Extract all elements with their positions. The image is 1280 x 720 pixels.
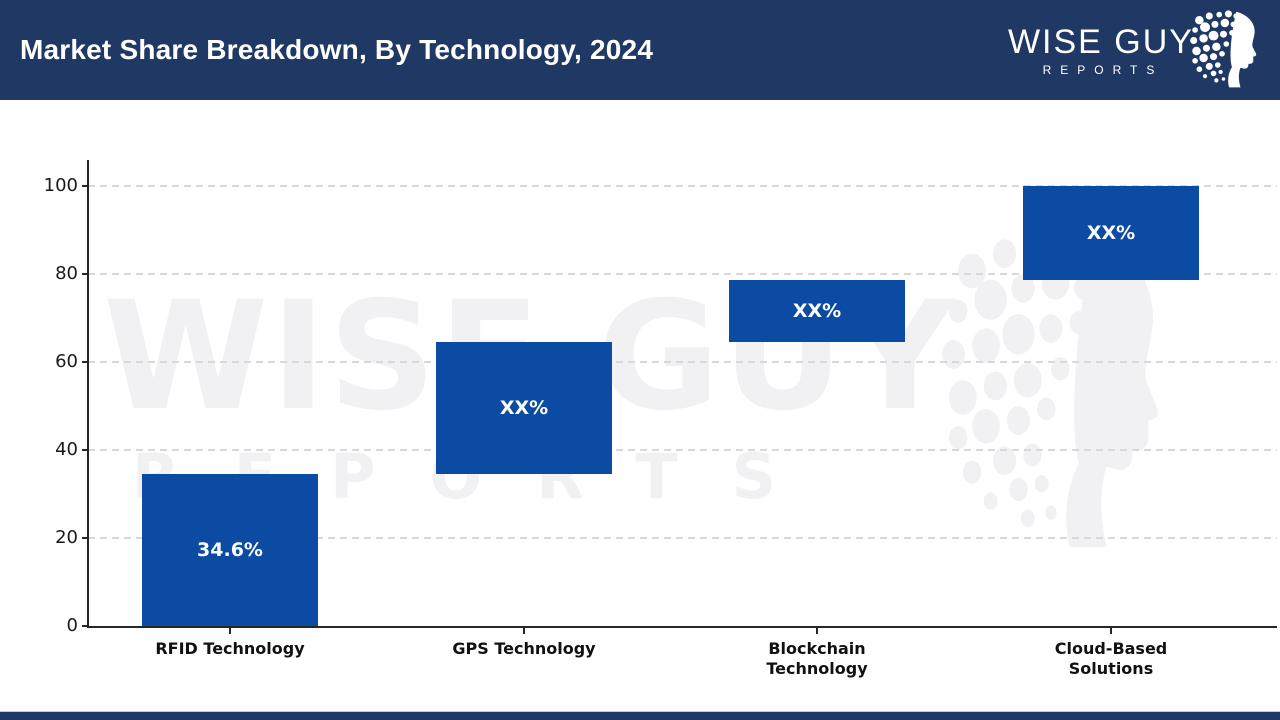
category-label-blockchain-technology: Blockchain Technology xyxy=(766,639,868,678)
category-label-gps-technology: GPS Technology xyxy=(452,639,596,658)
y-tick-60 xyxy=(82,361,87,363)
y-tick-label-80: 80 xyxy=(55,263,78,284)
gridline-40 xyxy=(88,449,1277,451)
category-label-cloud-based-solutions: Cloud-Based Solutions xyxy=(1054,639,1168,678)
y-tick-100 xyxy=(82,185,87,187)
y-tick-0 xyxy=(82,625,87,627)
page-title: Market Share Breakdown, By Technology, 2… xyxy=(20,34,654,65)
bar-value-label: XX% xyxy=(499,396,549,419)
brand-text: WISE GUY REPORTS xyxy=(1008,25,1194,77)
y-tick-80 xyxy=(82,273,87,275)
gridline-60 xyxy=(88,361,1277,363)
face-profile xyxy=(1066,236,1159,547)
y-axis-line xyxy=(87,160,89,627)
brand-logo: WISE GUY REPORTS xyxy=(1008,6,1266,96)
bar-blockchain-technology: XX% xyxy=(729,280,905,342)
gridline-100 xyxy=(88,185,1277,187)
bar-value-label: 34.6% xyxy=(197,538,263,561)
y-tick-label-40: 40 xyxy=(55,439,78,460)
x-tick-blockchain-technology xyxy=(816,628,818,634)
x-tick-gps-technology xyxy=(523,628,525,634)
x-tick-cloud-based-solutions xyxy=(1110,628,1112,634)
header-bar: Market Share Breakdown, By Technology, 2… xyxy=(0,0,1280,100)
y-tick-40 xyxy=(82,449,87,451)
x-axis-line xyxy=(87,626,1277,628)
bar-cloud-based-solutions: XX% xyxy=(1023,186,1199,281)
brand-wordmark: WISE GUY xyxy=(1007,23,1194,61)
footer-bar xyxy=(0,711,1280,720)
dot-cluster xyxy=(1190,10,1240,83)
x-tick-rfid-technology xyxy=(229,628,231,634)
brand-reports: REPORTS xyxy=(1042,63,1164,77)
category-label-rfid-technology: RFID Technology xyxy=(155,639,305,658)
gridline-80 xyxy=(88,273,1277,275)
brand-head-icon xyxy=(1190,10,1257,88)
y-tick-20 xyxy=(82,537,87,539)
y-tick-label-100: 100 xyxy=(43,175,78,196)
bar-value-label: XX% xyxy=(1086,222,1136,245)
bar-gps-technology: XX% xyxy=(436,341,612,474)
bar-rfid-technology: 34.6% xyxy=(142,473,318,626)
y-tick-label-20: 20 xyxy=(55,527,78,548)
y-tick-label-0: 0 xyxy=(66,615,78,636)
gridline-20 xyxy=(88,537,1277,539)
face-profile xyxy=(1228,11,1257,88)
bar-value-label: XX% xyxy=(792,299,842,322)
y-tick-label-60: 60 xyxy=(55,351,78,372)
